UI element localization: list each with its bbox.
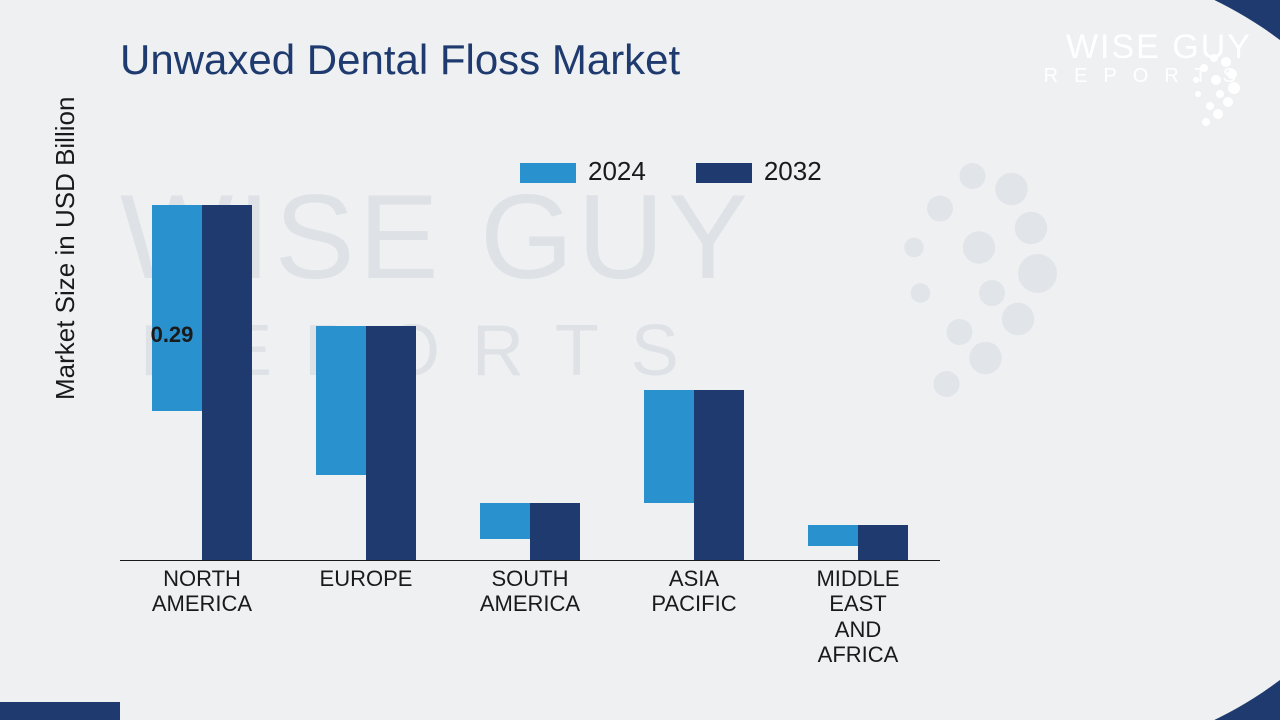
page: WISE GUY REPORTS WISE GUY REPORTS Unwaxe… — [0, 0, 1280, 720]
bar-value-label: 0.29 — [142, 322, 202, 348]
plot-area: 0.29 — [120, 170, 940, 561]
bar-2024 — [316, 326, 366, 475]
x-label: ASIAPACIFIC — [612, 566, 776, 617]
chart-title: Unwaxed Dental Floss Market — [120, 36, 680, 84]
x-label: NORTHAMERICA — [120, 566, 284, 617]
bar-2024 — [152, 205, 202, 411]
x-label: SOUTHAMERICA — [448, 566, 612, 617]
bar-2032 — [530, 503, 580, 560]
brand-logo: WISE GUY REPORTS — [992, 28, 1252, 88]
bar-2032 — [694, 390, 744, 560]
y-axis-label: Market Size in USD Billion — [50, 97, 81, 400]
bar-2032 — [858, 525, 908, 560]
bar-group — [448, 503, 612, 560]
brand-head-icon — [1168, 50, 1240, 130]
bar-group — [284, 326, 448, 560]
bar-2032 — [366, 326, 416, 560]
bar-2024 — [808, 525, 858, 546]
footer-accent-bar — [0, 702, 120, 720]
x-label: EUROPE — [284, 566, 448, 591]
chart-area: Market Size in USD Billion 0.29 NORTHAME… — [60, 150, 960, 690]
bar-group — [120, 205, 284, 560]
bar-2024 — [644, 390, 694, 503]
x-label: MIDDLEEASTANDAFRICA — [776, 566, 940, 667]
bar-2024 — [480, 503, 530, 538]
bar-group — [776, 525, 940, 560]
bar-2032 — [202, 205, 252, 560]
bar-group — [612, 390, 776, 560]
